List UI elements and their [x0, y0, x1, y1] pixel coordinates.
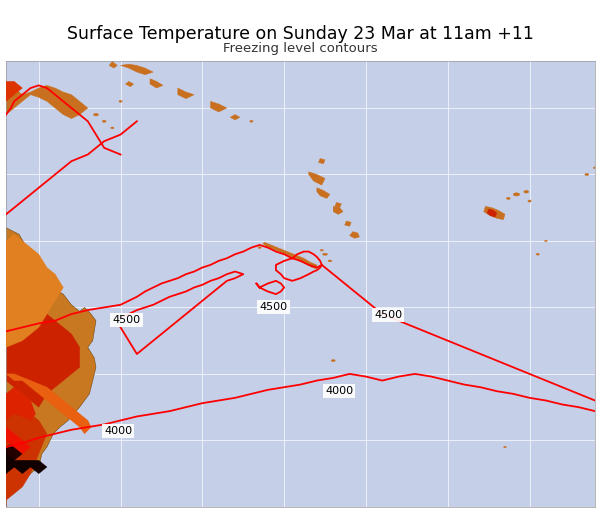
Polygon shape — [317, 188, 330, 198]
Polygon shape — [484, 206, 505, 220]
Ellipse shape — [545, 240, 548, 242]
Ellipse shape — [94, 113, 99, 116]
Ellipse shape — [111, 127, 114, 129]
Ellipse shape — [536, 253, 539, 255]
Ellipse shape — [528, 200, 531, 202]
Polygon shape — [263, 242, 317, 269]
Ellipse shape — [513, 193, 520, 196]
Ellipse shape — [524, 190, 529, 193]
Text: 4500: 4500 — [112, 315, 141, 326]
Polygon shape — [150, 79, 163, 88]
Polygon shape — [309, 172, 325, 185]
Polygon shape — [6, 268, 80, 407]
Ellipse shape — [328, 260, 332, 262]
Polygon shape — [319, 159, 325, 164]
Polygon shape — [109, 61, 117, 68]
Ellipse shape — [585, 174, 589, 176]
Text: 4000: 4000 — [104, 426, 132, 436]
Polygon shape — [126, 81, 133, 87]
Ellipse shape — [119, 100, 122, 102]
Polygon shape — [6, 81, 22, 101]
Ellipse shape — [506, 197, 510, 200]
Ellipse shape — [504, 446, 506, 448]
Polygon shape — [230, 115, 240, 120]
Polygon shape — [178, 88, 194, 99]
Polygon shape — [487, 209, 497, 217]
Ellipse shape — [331, 359, 335, 361]
Polygon shape — [121, 64, 153, 75]
Polygon shape — [6, 81, 88, 119]
Polygon shape — [6, 444, 22, 467]
Text: 4500: 4500 — [260, 302, 288, 312]
Polygon shape — [6, 427, 31, 454]
Polygon shape — [335, 202, 341, 208]
Title: Surface Temperature on Sunday 23 Mar at 11am +11: Surface Temperature on Sunday 23 Mar at … — [67, 26, 534, 44]
Polygon shape — [6, 387, 35, 420]
Polygon shape — [6, 407, 47, 507]
Text: 4500: 4500 — [374, 310, 402, 320]
Ellipse shape — [250, 120, 253, 122]
Text: Freezing level contours: Freezing level contours — [223, 42, 378, 55]
Polygon shape — [6, 454, 47, 474]
Polygon shape — [333, 206, 343, 215]
Polygon shape — [6, 228, 96, 507]
Ellipse shape — [323, 253, 328, 255]
Text: 4000: 4000 — [325, 386, 353, 396]
Polygon shape — [350, 231, 359, 238]
Ellipse shape — [258, 247, 261, 248]
Polygon shape — [6, 374, 91, 434]
Polygon shape — [6, 234, 63, 347]
Ellipse shape — [593, 167, 597, 169]
Ellipse shape — [102, 120, 106, 122]
Polygon shape — [345, 221, 351, 226]
Ellipse shape — [320, 249, 323, 251]
Polygon shape — [210, 101, 227, 112]
